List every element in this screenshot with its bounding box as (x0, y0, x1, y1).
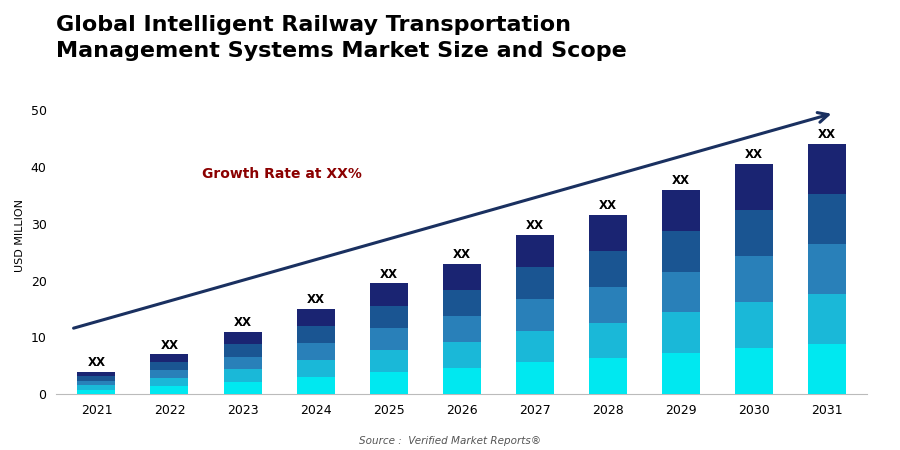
Bar (77, 372, 115, 376)
Text: XX: XX (380, 268, 398, 281)
Text: XX: XX (233, 316, 251, 329)
Bar (734, 302, 773, 348)
Text: XX: XX (671, 174, 689, 187)
Bar (443, 316, 481, 342)
Bar (150, 355, 188, 362)
Text: Source :  Verified Market Reports®: Source : Verified Market Reports® (359, 436, 541, 446)
Bar (223, 382, 262, 394)
Bar (370, 328, 408, 350)
Text: XX: XX (526, 219, 544, 232)
Bar (77, 390, 115, 394)
Bar (589, 359, 626, 394)
Bar (662, 271, 699, 312)
Bar (223, 369, 262, 382)
Bar (662, 230, 699, 271)
Text: Growth Rate at XX%: Growth Rate at XX% (202, 167, 362, 181)
Bar (297, 360, 335, 377)
Text: Global Intelligent Railway Transportation
Management Systems Market Size and Sco: Global Intelligent Railway Transportatio… (57, 15, 627, 61)
Bar (516, 362, 554, 394)
Bar (443, 290, 481, 316)
Text: XX: XX (160, 339, 178, 351)
Bar (297, 377, 335, 394)
Bar (808, 194, 846, 244)
Text: XX: XX (818, 128, 836, 141)
Bar (734, 348, 773, 394)
Bar (589, 287, 626, 323)
Bar (662, 312, 699, 353)
Bar (297, 343, 335, 360)
Bar (808, 244, 846, 294)
Bar (150, 370, 188, 378)
Text: XX: XX (598, 199, 616, 212)
Bar (77, 381, 115, 385)
Bar (150, 362, 188, 370)
Bar (808, 144, 846, 194)
Text: XX: XX (453, 248, 471, 261)
Text: XX: XX (87, 356, 105, 369)
Bar (734, 256, 773, 302)
Bar (223, 357, 262, 369)
Bar (589, 215, 626, 251)
Bar (370, 372, 408, 394)
Bar (662, 353, 699, 394)
Bar (77, 376, 115, 381)
Bar (516, 331, 554, 362)
Bar (370, 306, 408, 328)
Bar (443, 264, 481, 290)
Bar (370, 284, 408, 306)
Bar (734, 164, 773, 210)
Bar (297, 309, 335, 326)
Bar (150, 378, 188, 386)
Bar (370, 350, 408, 372)
Bar (808, 344, 846, 394)
Bar (223, 344, 262, 357)
Bar (808, 294, 846, 344)
Bar (297, 326, 335, 343)
Bar (223, 332, 262, 344)
Bar (516, 235, 554, 267)
Bar (443, 342, 481, 368)
Bar (443, 368, 481, 394)
Bar (150, 386, 188, 394)
Text: XX: XX (745, 148, 763, 161)
Y-axis label: USD MILLION: USD MILLION (15, 198, 25, 272)
Bar (77, 385, 115, 390)
Bar (734, 210, 773, 256)
Bar (662, 190, 699, 230)
Text: XX: XX (307, 293, 325, 306)
Bar (516, 299, 554, 331)
Bar (516, 267, 554, 299)
Bar (589, 323, 626, 359)
Bar (589, 251, 626, 287)
